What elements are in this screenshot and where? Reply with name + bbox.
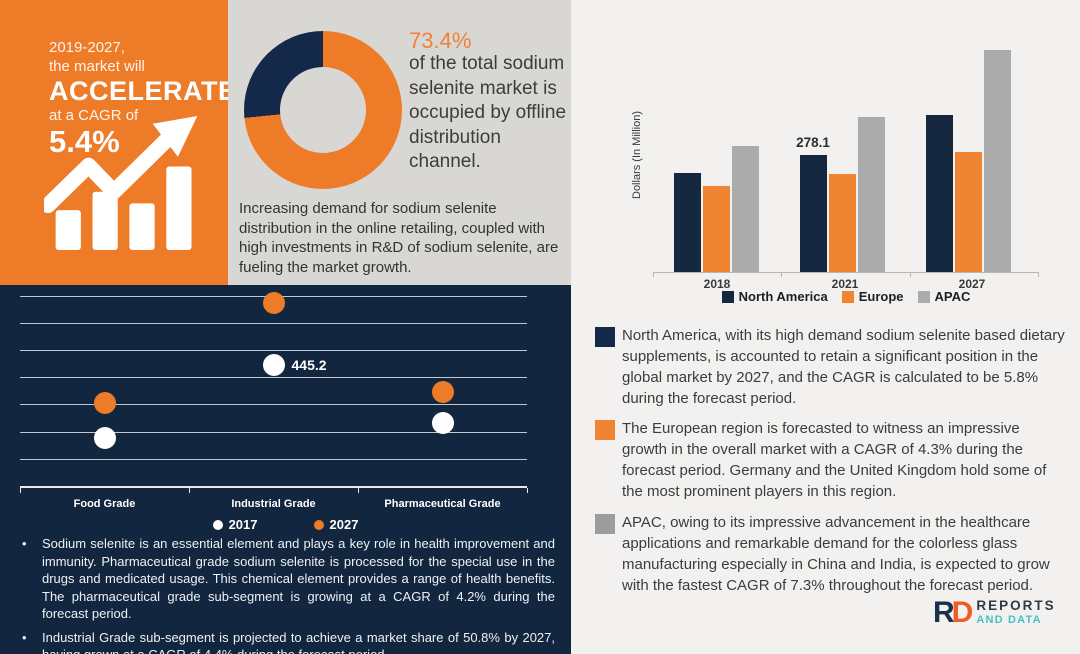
europe-legend-square (595, 420, 615, 440)
bar-legend-item: Europe (841, 289, 904, 304)
dot-legend-item: 2017 (212, 517, 258, 532)
bar-chart-y-axis-label: Dollars (In Million) (631, 110, 643, 200)
dot-plot-category-label: Pharmaceutical Grade (384, 498, 501, 510)
note-europe-text: The European region is forecasted to wit… (622, 420, 1047, 500)
bar-chart-category-label: 2018 (703, 277, 731, 291)
bar-chart-axis-tick (653, 272, 654, 277)
dot-plot-gridline (20, 458, 527, 460)
legend-square-north-america (721, 290, 734, 303)
bar-europe-2021 (829, 174, 856, 272)
dot-2027-industrial-grade (262, 291, 285, 314)
bar-europe-2027 (955, 152, 982, 272)
dot-legend-label: 2027 (329, 517, 359, 532)
dot-plot-category-label: Food Grade (73, 498, 136, 510)
north-america-legend-square (595, 327, 615, 347)
bar-chart-category-label: 2027 (958, 277, 986, 291)
dot-plot-gridline (20, 350, 527, 351)
insight-bullets: Sodium selenite is an essential element … (18, 535, 555, 654)
bar-chart-x-axis (653, 272, 1038, 273)
regional-panel: Dollars (In Million) North America Europe… (571, 0, 1080, 654)
bar-legend-label: Europe (858, 289, 904, 304)
distribution-panel: 73.4% of the total sodium selenite marke… (228, 0, 571, 285)
callout-accelerate: ACCELERATE (49, 76, 237, 106)
dot-2017-food-grade (93, 426, 116, 449)
dot-plot-gridline (20, 322, 527, 324)
bar-chart-value-label: 278.1 (796, 134, 830, 150)
note-apac: APAC, owing to its impressive advancemen… (595, 512, 1065, 596)
logo-reports-text: REPORTS (976, 598, 1056, 613)
grade-dot-plot: 445.2 Food Grade Industrial Grade Pharmaceu… (0, 285, 571, 520)
dot-2027-pharmaceutical-grade (431, 381, 454, 404)
callout-period: 2019-2027, (49, 39, 125, 56)
bar-chart-axis-tick (1038, 272, 1039, 277)
apac-legend-square (595, 514, 615, 534)
offline-share-value: 73.4% (409, 28, 472, 53)
dot-plot-category-label: Industrial Grade (231, 498, 316, 510)
bullet-industrial-grade: Industrial Grade sub-segment is projecte… (18, 629, 555, 654)
bar-legend-label: APAC (934, 289, 971, 304)
bar-legend-item: North America (721, 289, 828, 304)
dot-2027-food-grade (93, 392, 116, 415)
bullet-pharma-grade: Sodium selenite is an essential element … (18, 535, 555, 623)
bar-europe-2018 (703, 185, 730, 272)
dot-plot-axis-tick (527, 488, 528, 493)
note-north-america-text: North America, with its high demand sodi… (622, 327, 1065, 407)
bar-north-america-2021 (800, 154, 827, 272)
dot-plot-axis-line (20, 486, 527, 488)
dot-plot-gridline (20, 377, 527, 379)
bar-north-america-2027 (926, 114, 953, 272)
bar-legend-label: North America (738, 289, 828, 304)
dot-2017-pharmaceutical-grade (431, 411, 454, 434)
bar-chart-axis-tick (781, 272, 782, 277)
dot-2017-industrial-grade (262, 353, 285, 376)
rd-logo-mark-icon: RD (933, 596, 973, 629)
callout-cagr-value: 5.4% (49, 124, 120, 159)
grade-panel: 445.2 Food Grade Industrial Grade Pharmaceu… (0, 285, 571, 654)
note-north-america: North America, with its high demand sodi… (595, 325, 1065, 409)
callout-line4: at a CAGR of (49, 107, 139, 124)
legend-square-europe (841, 290, 854, 303)
dot-plot-axis-tick (189, 488, 190, 493)
dot-plot-axis-tick (20, 488, 21, 493)
note-europe: The European region is forecasted to wit… (595, 418, 1065, 502)
bar-apac-2021 (858, 117, 885, 272)
dot-plot-value-label: 445.2 (291, 356, 327, 373)
bar-north-america-2018 (674, 172, 701, 272)
dot-plot-axis-tick (358, 488, 359, 493)
logo-and-data-text: AND DATA (976, 614, 1042, 626)
donut-chart-hole (280, 67, 366, 153)
legend-dot-2017 (212, 519, 223, 530)
bar-chart-legend: North America Europe APAC (631, 289, 1061, 304)
reports-and-data-logo: RD REPORTS AND DATA (933, 598, 1056, 628)
bar-chart-axis-tick (910, 272, 911, 277)
bar-apac-2027 (984, 50, 1011, 272)
dot-legend-item: 2027 (313, 517, 359, 532)
cagr-callout-text: 2019-2027, the market will ACCELERATE at… (49, 38, 237, 159)
note-apac-text: APAC, owing to its impressive advancemen… (622, 514, 1050, 594)
bar-legend-item: APAC (917, 289, 971, 304)
market-growth-paragraph: Increasing demand for sodium selenite di… (239, 200, 559, 276)
dot-plot-gridline (20, 431, 527, 433)
cagr-callout-panel: 2019-2027, the market will ACCELERATE at… (0, 0, 236, 285)
bar-chart-category-label: 2021 (831, 277, 859, 291)
legend-dot-2027 (313, 519, 324, 530)
callout-line2: the market will (49, 58, 145, 75)
legend-square-apac (917, 290, 930, 303)
dot-plot-legend: 2017 2027 (0, 517, 571, 532)
dot-plot-gridline (20, 404, 527, 406)
growth-chart-icon (44, 116, 198, 250)
offline-share-caption: of the total sodium selenite market is o… (409, 53, 567, 172)
bar-apac-2018 (732, 146, 759, 272)
dot-legend-label: 2017 (228, 517, 258, 532)
